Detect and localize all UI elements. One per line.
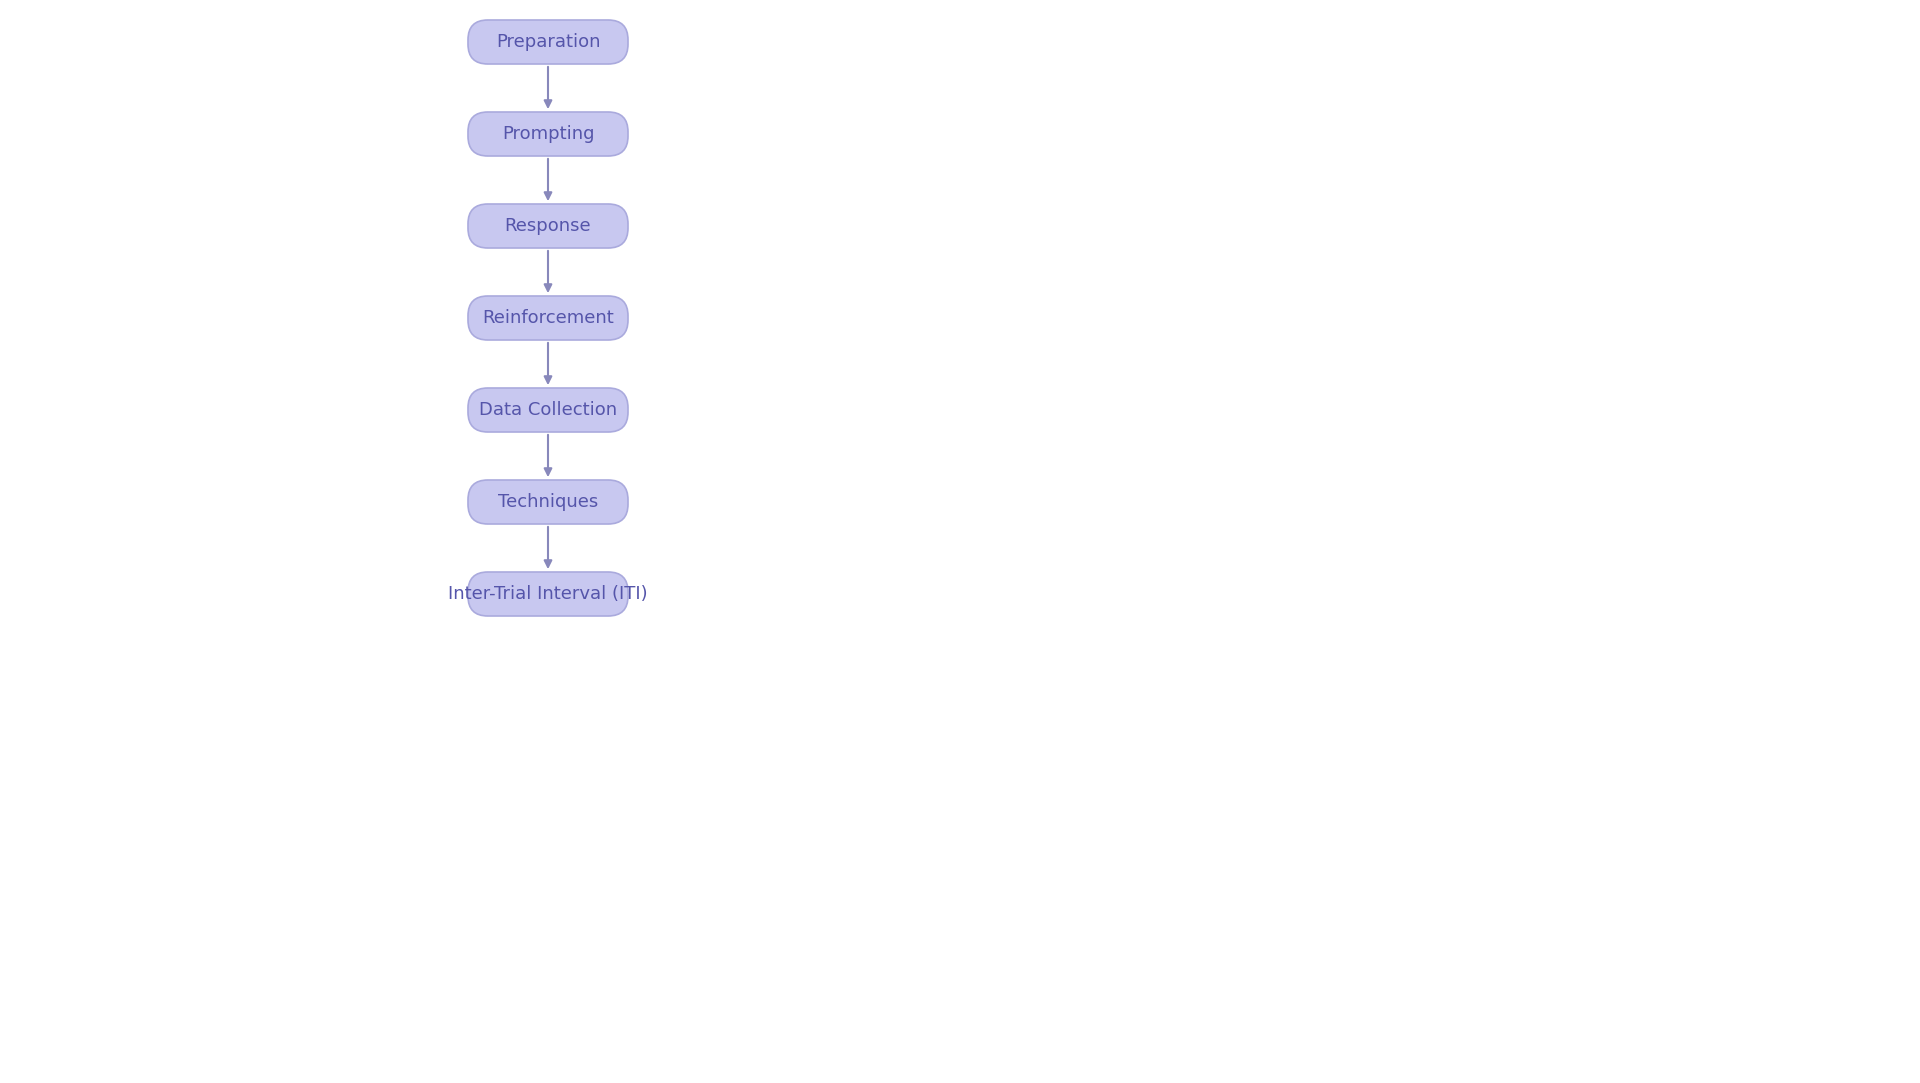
FancyBboxPatch shape <box>468 480 628 524</box>
FancyBboxPatch shape <box>468 204 628 248</box>
Text: Response: Response <box>505 217 591 235</box>
FancyBboxPatch shape <box>468 572 628 616</box>
FancyBboxPatch shape <box>468 112 628 156</box>
FancyBboxPatch shape <box>468 19 628 64</box>
Text: Techniques: Techniques <box>497 493 599 511</box>
Text: Preparation: Preparation <box>495 32 601 51</box>
Text: Data Collection: Data Collection <box>478 401 616 419</box>
FancyBboxPatch shape <box>468 388 628 432</box>
Text: Prompting: Prompting <box>501 125 595 143</box>
Text: Inter-Trial Interval (ITI): Inter-Trial Interval (ITI) <box>447 585 647 603</box>
FancyBboxPatch shape <box>468 296 628 340</box>
Text: Reinforcement: Reinforcement <box>482 309 614 327</box>
